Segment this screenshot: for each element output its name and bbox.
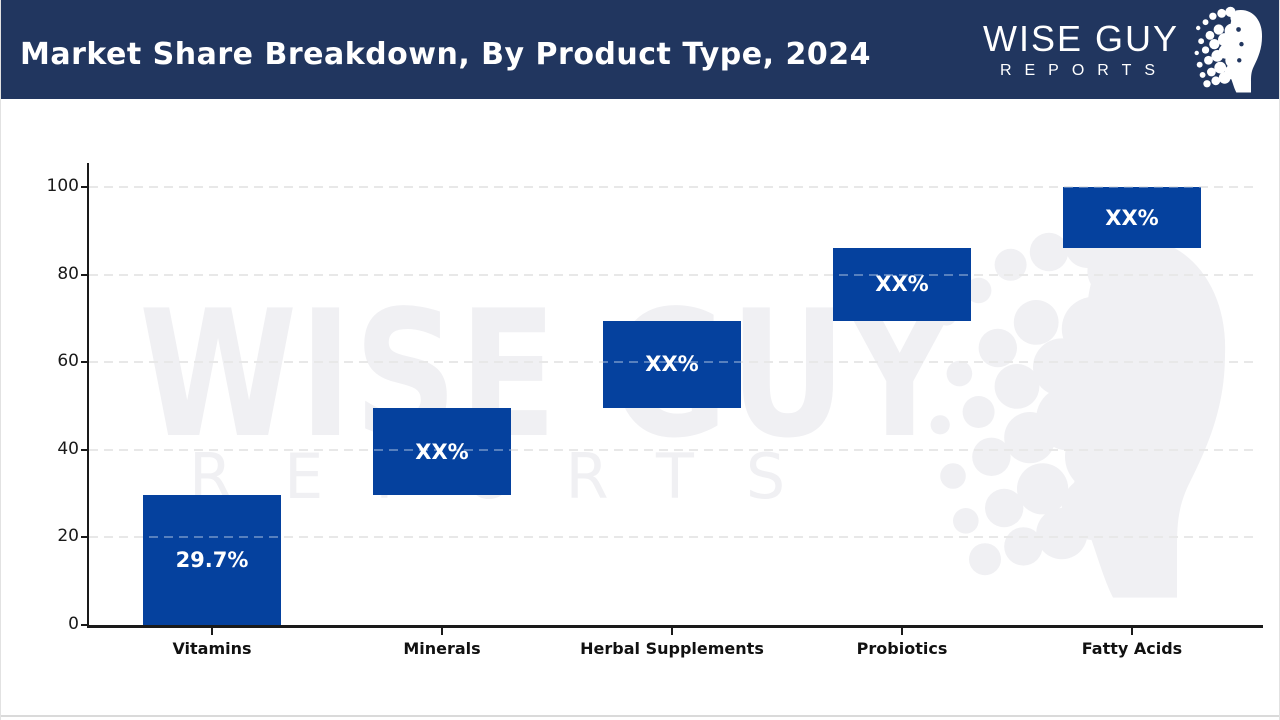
y-tick-label-60: 60 (57, 351, 79, 372)
bar-herbal-supplements: XX% (603, 320, 741, 409)
y-tick-100 (81, 186, 89, 188)
page-bottom-border (1, 715, 1279, 717)
brand-name: WISE GUY (982, 18, 1179, 59)
chart-plot-area: 0 20 40 60 80 100 29.7% Vitamins XX% Minerals XX% H… (1, 99, 1279, 720)
gridline-overlay-y80 (89, 273, 1259, 276)
y-tick-label-0: 0 (68, 614, 79, 634)
bar-value-label: XX% (1105, 205, 1159, 230)
y-tick-label-20: 20 (57, 526, 79, 547)
y-tick-label-40: 40 (57, 438, 79, 459)
x-tick-2 (671, 628, 673, 635)
gridline-y80 (89, 273, 1259, 276)
bar-value-label: 29.7% (175, 547, 249, 572)
page-title: Market Share Breakdown, By Product Type,… (20, 37, 871, 72)
x-tick-4 (1131, 628, 1133, 635)
bar-minerals: XX% (373, 408, 511, 495)
bar-fatty-acids: XX% (1063, 187, 1201, 249)
gridline-y100 (89, 186, 1259, 188)
x-tick-1 (441, 628, 443, 635)
y-tick-0 (81, 624, 89, 626)
logo-head-icon (1189, 6, 1269, 94)
brand-tagline: REPORTS (999, 62, 1169, 79)
y-tick-40 (81, 448, 89, 451)
x-axis-spine (87, 625, 1263, 628)
gridline-overlay-y100 (89, 186, 1259, 188)
gridline-y20 (89, 536, 1259, 539)
gridline-y40 (89, 448, 1259, 451)
brand-logo-text: WISE GUY REPORTS (983, 21, 1179, 79)
x-tick-3 (901, 628, 903, 635)
gridline-overlay-y60 (89, 361, 1259, 364)
y-tick-60 (81, 361, 89, 364)
watermark-text: WISE GUY (139, 274, 954, 477)
x-tick-0 (211, 628, 213, 635)
x-category-label: Vitamins (172, 639, 252, 658)
x-category-label: Probiotics (856, 639, 948, 658)
bar-vitamins: 29.7% (143, 494, 281, 625)
bar-probiotics: XX% (833, 248, 971, 321)
bar-value-label: XX% (875, 272, 929, 297)
gridline-overlay-y20 (89, 536, 1259, 539)
x-category-label: Minerals (403, 639, 481, 658)
bar-value-label: XX% (645, 352, 699, 377)
y-tick-20 (81, 536, 89, 539)
bar-value-label: XX% (415, 439, 469, 464)
y-tick-80 (81, 273, 89, 276)
y-axis-spine (87, 163, 89, 628)
header: Market Share Breakdown, By Product Type,… (1, 0, 1279, 99)
brand-logo: WISE GUY REPORTS (983, 4, 1269, 96)
y-tick-label-100: 100 (46, 176, 79, 196)
x-category-label: Fatty Acids (1081, 639, 1183, 658)
y-tick-label-80: 80 (57, 263, 79, 284)
x-category-label: Herbal Supplements (580, 639, 764, 658)
gridline-overlay-y40 (89, 448, 1259, 451)
